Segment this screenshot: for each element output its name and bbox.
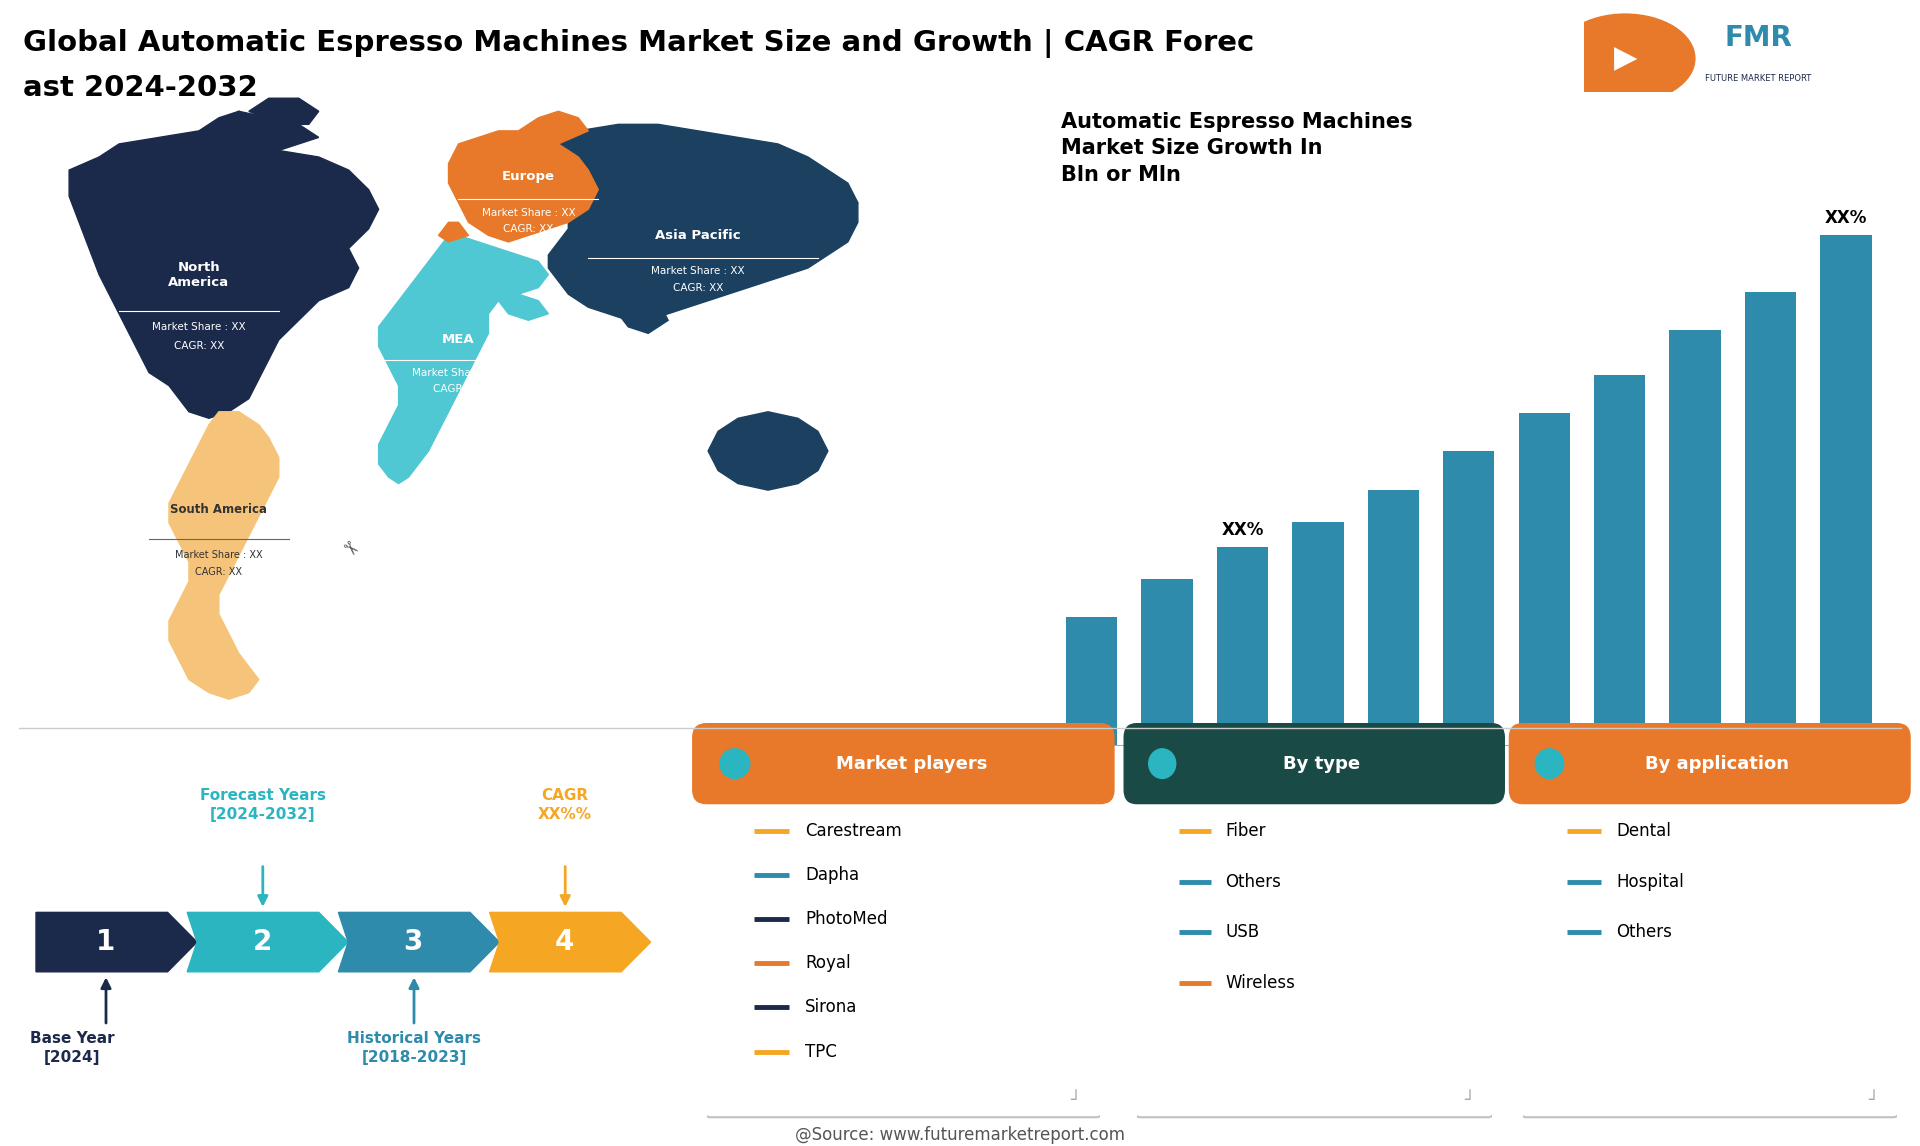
- Bar: [1519, 414, 1571, 745]
- Text: By application: By application: [1645, 754, 1789, 772]
- Bar: [1140, 579, 1192, 745]
- Text: Europe: Europe: [501, 170, 555, 183]
- Text: South America: South America: [171, 503, 267, 516]
- Polygon shape: [378, 235, 549, 484]
- Text: Wireless: Wireless: [1225, 974, 1296, 991]
- Text: ast 2024-2032: ast 2024-2032: [23, 74, 257, 102]
- Bar: [1367, 489, 1419, 745]
- Bar: [1820, 235, 1872, 745]
- Text: Others: Others: [1617, 924, 1672, 941]
- Bar: [1217, 547, 1267, 745]
- Bar: [1745, 292, 1797, 745]
- Text: CAGR: XX: CAGR: XX: [434, 384, 484, 394]
- Text: XX%: XX%: [1221, 521, 1263, 540]
- Text: Dental: Dental: [1617, 822, 1670, 840]
- Text: Hospital: Hospital: [1617, 872, 1684, 890]
- Polygon shape: [459, 144, 478, 164]
- Polygon shape: [338, 912, 499, 972]
- Polygon shape: [186, 912, 348, 972]
- Text: MEA: MEA: [442, 333, 474, 346]
- Wedge shape: [1555, 14, 1695, 103]
- Text: 3: 3: [403, 928, 422, 956]
- Polygon shape: [228, 111, 250, 121]
- Polygon shape: [250, 99, 319, 124]
- Text: Market Share : XX: Market Share : XX: [411, 368, 505, 377]
- Text: ┘: ┘: [1465, 1091, 1475, 1109]
- Text: 1: 1: [96, 928, 115, 956]
- Bar: [1594, 375, 1645, 745]
- Text: Base Year
[2024]: Base Year [2024]: [31, 1031, 115, 1065]
- Text: @Source: www.futuremarketreport.com: @Source: www.futuremarketreport.com: [795, 1127, 1125, 1144]
- Bar: [1670, 330, 1720, 745]
- Circle shape: [1536, 748, 1563, 778]
- Text: CAGR: XX: CAGR: XX: [503, 223, 553, 234]
- Bar: [1444, 452, 1494, 745]
- Polygon shape: [549, 124, 858, 320]
- Text: Others: Others: [1225, 872, 1281, 890]
- Text: Dapha: Dapha: [804, 866, 858, 884]
- Text: 4: 4: [555, 928, 574, 956]
- Polygon shape: [499, 295, 549, 320]
- Text: Market Share : XX: Market Share : XX: [175, 550, 263, 560]
- Text: PhotoMed: PhotoMed: [804, 910, 887, 928]
- FancyBboxPatch shape: [1125, 724, 1503, 803]
- Polygon shape: [438, 222, 468, 242]
- Text: TPC: TPC: [804, 1043, 837, 1061]
- Polygon shape: [449, 131, 599, 242]
- Polygon shape: [618, 288, 668, 333]
- Text: ✂: ✂: [336, 536, 361, 562]
- Text: FUTURE MARKET REPORT: FUTURE MARKET REPORT: [1705, 74, 1811, 84]
- Circle shape: [720, 748, 751, 778]
- FancyBboxPatch shape: [1509, 724, 1910, 803]
- Polygon shape: [200, 111, 319, 150]
- Text: Automatic Espresso Machines
Market Size Growth In
Bln or Mln: Automatic Espresso Machines Market Size …: [1062, 112, 1413, 185]
- Text: ▶: ▶: [1613, 44, 1638, 73]
- Bar: [1066, 618, 1117, 745]
- Text: Market players: Market players: [835, 754, 987, 772]
- Text: FMR: FMR: [1724, 24, 1791, 53]
- Text: Market Share : XX: Market Share : XX: [651, 266, 745, 276]
- Text: Market Share : XX: Market Share : XX: [482, 207, 576, 218]
- Text: Fiber: Fiber: [1225, 822, 1265, 840]
- Text: Forecast Years
[2024-2032]: Forecast Years [2024-2032]: [200, 788, 326, 822]
- FancyBboxPatch shape: [693, 724, 1114, 803]
- Circle shape: [1148, 748, 1175, 778]
- Text: Royal: Royal: [804, 955, 851, 972]
- Polygon shape: [69, 131, 378, 418]
- Bar: [1292, 521, 1344, 745]
- Text: Asia Pacific: Asia Pacific: [655, 229, 741, 242]
- Text: Carestream: Carestream: [804, 822, 902, 840]
- Text: ┘: ┘: [1868, 1091, 1878, 1109]
- Text: USB: USB: [1225, 924, 1260, 941]
- Text: CAGR
XX%%: CAGR XX%%: [538, 788, 591, 822]
- Text: North
America: North America: [169, 260, 230, 289]
- Text: 2: 2: [252, 928, 273, 956]
- Text: Global Automatic Espresso Machines Market Size and Growth | CAGR Forec: Global Automatic Espresso Machines Marke…: [23, 29, 1254, 57]
- Text: CAGR: XX: CAGR: XX: [196, 567, 242, 576]
- Text: Sirona: Sirona: [804, 998, 858, 1017]
- Polygon shape: [837, 196, 858, 215]
- Text: Historical Years
[2018-2023]: Historical Years [2018-2023]: [348, 1031, 482, 1065]
- Polygon shape: [36, 912, 198, 972]
- Polygon shape: [518, 111, 588, 144]
- Polygon shape: [169, 411, 278, 699]
- Polygon shape: [708, 411, 828, 490]
- Text: Market Share : XX: Market Share : XX: [152, 322, 246, 332]
- Text: By type: By type: [1283, 754, 1359, 772]
- Text: XX%: XX%: [1824, 209, 1866, 227]
- Text: CAGR: XX: CAGR: XX: [672, 283, 724, 292]
- Text: ┘: ┘: [1071, 1091, 1081, 1109]
- Polygon shape: [490, 912, 651, 972]
- Text: CAGR: XX: CAGR: XX: [173, 342, 225, 352]
